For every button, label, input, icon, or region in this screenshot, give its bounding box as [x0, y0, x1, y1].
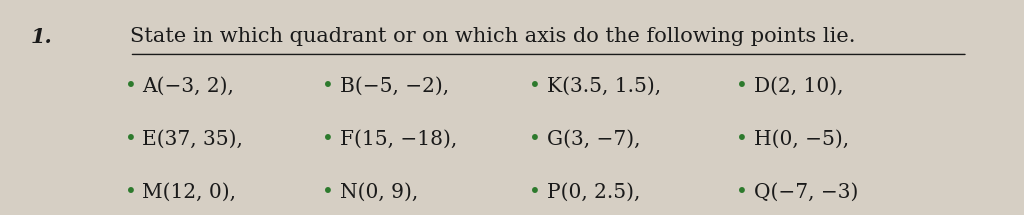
Text: •: •	[529, 77, 541, 96]
Text: F(15, −18),: F(15, −18),	[340, 130, 457, 149]
Text: •: •	[125, 130, 136, 149]
Text: •: •	[736, 77, 748, 96]
Text: E(37, 35),: E(37, 35),	[142, 130, 244, 149]
Text: N(0, 9),: N(0, 9),	[340, 183, 418, 202]
Text: M(12, 0),: M(12, 0),	[142, 183, 237, 202]
Text: •: •	[736, 183, 748, 202]
Text: 1.: 1.	[31, 27, 52, 47]
Text: State in which quadrant or on which axis do the following points lie.: State in which quadrant or on which axis…	[130, 27, 855, 46]
Text: H(0, −5),: H(0, −5),	[754, 130, 849, 149]
Text: •: •	[736, 130, 748, 149]
Text: •: •	[125, 183, 136, 202]
Text: K(3.5, 1.5),: K(3.5, 1.5),	[547, 77, 660, 96]
Text: G(3, −7),: G(3, −7),	[547, 130, 640, 149]
Text: •: •	[529, 130, 541, 149]
Text: •: •	[322, 130, 334, 149]
Text: A(−3, 2),: A(−3, 2),	[142, 77, 234, 96]
Text: •: •	[529, 183, 541, 202]
Text: B(−5, −2),: B(−5, −2),	[340, 77, 449, 96]
Text: •: •	[322, 77, 334, 96]
Text: D(2, 10),: D(2, 10),	[754, 77, 844, 96]
Text: •: •	[125, 77, 136, 96]
Text: •: •	[322, 183, 334, 202]
Text: P(0, 2.5),: P(0, 2.5),	[547, 183, 640, 202]
Text: Q(−7, −3): Q(−7, −3)	[754, 183, 858, 202]
